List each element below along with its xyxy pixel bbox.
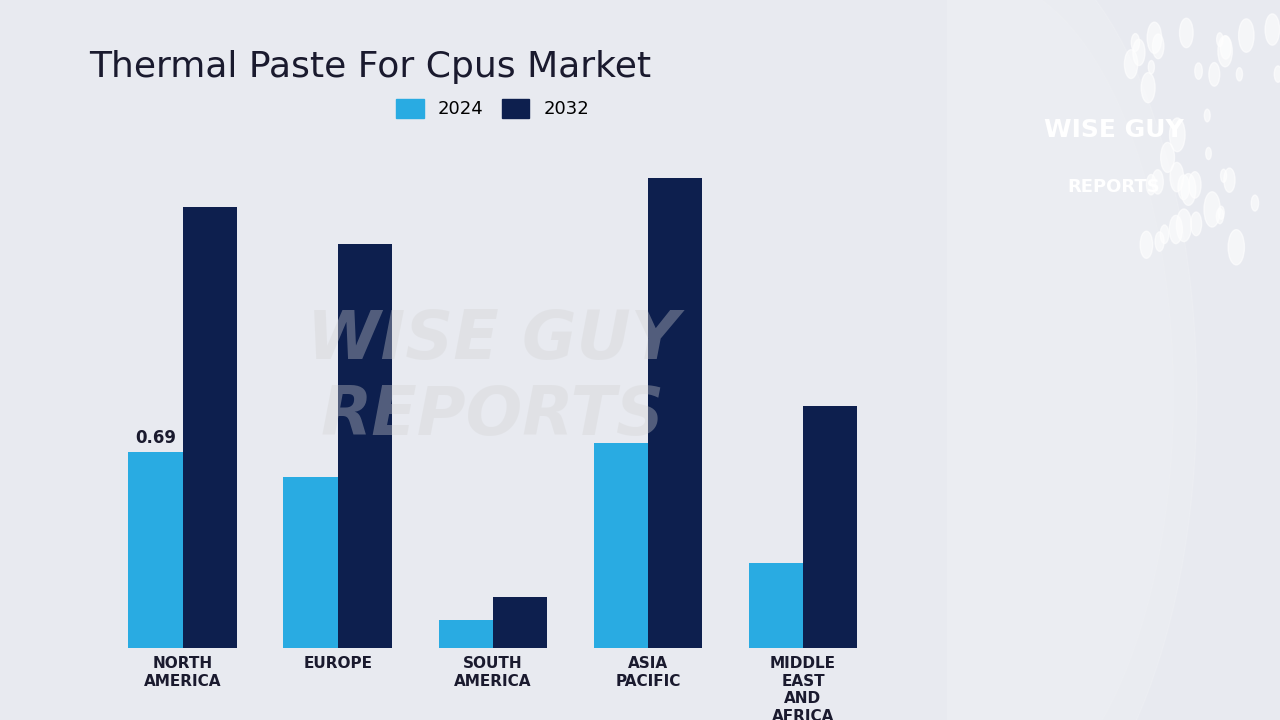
Circle shape <box>1216 32 1222 47</box>
Circle shape <box>1224 168 1235 192</box>
Circle shape <box>1170 163 1184 192</box>
Circle shape <box>1124 50 1138 78</box>
Circle shape <box>1239 19 1254 53</box>
Circle shape <box>1194 63 1202 79</box>
Circle shape <box>1208 63 1220 86</box>
Circle shape <box>1170 118 1185 152</box>
Bar <box>338 244 392 648</box>
Circle shape <box>1152 34 1164 59</box>
Text: 0.69: 0.69 <box>134 429 177 447</box>
Circle shape <box>1204 192 1220 227</box>
Text: REPORTS: REPORTS <box>1068 179 1160 197</box>
Circle shape <box>1152 170 1164 194</box>
Circle shape <box>1220 36 1231 59</box>
Circle shape <box>1155 232 1164 251</box>
Text: WISE GUY: WISE GUY <box>1043 117 1184 142</box>
Circle shape <box>1147 22 1162 53</box>
Circle shape <box>1178 175 1189 199</box>
Circle shape <box>1204 109 1210 122</box>
Circle shape <box>1221 169 1226 182</box>
Circle shape <box>1148 60 1155 74</box>
Circle shape <box>1133 40 1146 66</box>
Bar <box>128 451 183 648</box>
Circle shape <box>1219 206 1224 220</box>
Circle shape <box>764 0 1197 720</box>
Bar <box>183 207 237 648</box>
Circle shape <box>1160 225 1169 243</box>
Circle shape <box>1147 174 1156 195</box>
Circle shape <box>1181 174 1196 205</box>
Circle shape <box>1217 35 1233 67</box>
Circle shape <box>1132 34 1139 51</box>
Bar <box>803 406 858 648</box>
Circle shape <box>1236 68 1243 81</box>
Circle shape <box>1142 73 1155 103</box>
Circle shape <box>1170 215 1183 243</box>
Circle shape <box>1265 14 1280 45</box>
Bar <box>749 562 803 648</box>
Text: Thermal Paste For Cpus Market: Thermal Paste For Cpus Market <box>90 50 652 84</box>
Bar <box>594 443 648 648</box>
Bar <box>439 619 493 648</box>
Circle shape <box>1176 209 1192 242</box>
Circle shape <box>1189 171 1201 198</box>
Circle shape <box>1252 195 1258 211</box>
Circle shape <box>1216 208 1224 224</box>
Circle shape <box>1190 212 1202 235</box>
Legend: 2024, 2032: 2024, 2032 <box>388 90 598 127</box>
Bar <box>283 477 338 648</box>
Bar <box>648 179 703 648</box>
Circle shape <box>1275 66 1280 82</box>
Circle shape <box>1180 18 1193 48</box>
Text: WISE GUY
REPORTS: WISE GUY REPORTS <box>307 307 678 449</box>
Circle shape <box>1228 230 1244 265</box>
Circle shape <box>1206 148 1211 160</box>
Circle shape <box>787 0 1174 720</box>
Bar <box>493 597 547 648</box>
Circle shape <box>1161 143 1175 173</box>
Circle shape <box>1140 231 1153 258</box>
